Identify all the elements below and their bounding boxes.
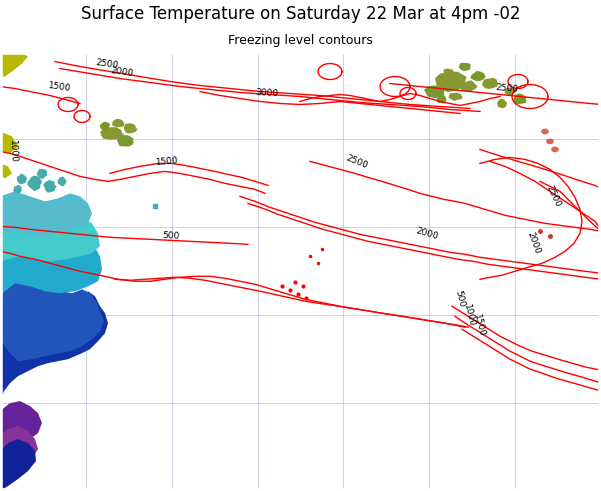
Polygon shape	[444, 69, 454, 75]
Polygon shape	[0, 164, 12, 178]
Polygon shape	[424, 85, 445, 98]
Text: 2000: 2000	[525, 231, 542, 255]
Text: 1000: 1000	[8, 140, 18, 164]
Polygon shape	[542, 129, 549, 135]
Polygon shape	[43, 180, 56, 192]
Polygon shape	[546, 138, 554, 144]
Polygon shape	[4, 201, 22, 216]
Text: 500: 500	[162, 231, 180, 241]
Polygon shape	[471, 71, 486, 82]
Text: Surface Temperature on Saturday 22 Mar at 4pm -02: Surface Temperature on Saturday 22 Mar a…	[81, 5, 520, 24]
Polygon shape	[2, 208, 18, 221]
Polygon shape	[0, 239, 102, 296]
Polygon shape	[13, 185, 22, 194]
Polygon shape	[124, 123, 138, 134]
Polygon shape	[0, 132, 18, 153]
Polygon shape	[100, 127, 124, 140]
Text: 2000: 2000	[110, 66, 134, 79]
Polygon shape	[505, 88, 516, 96]
Polygon shape	[0, 266, 108, 491]
Text: 1500: 1500	[472, 314, 486, 338]
Polygon shape	[0, 206, 14, 223]
Polygon shape	[0, 52, 28, 77]
Polygon shape	[0, 401, 42, 491]
Text: 2500: 2500	[545, 184, 563, 208]
Text: 2500: 2500	[495, 82, 519, 93]
Text: 1000: 1000	[462, 304, 477, 328]
Polygon shape	[100, 122, 110, 131]
Text: 1500: 1500	[155, 157, 178, 167]
Polygon shape	[0, 439, 36, 491]
Polygon shape	[497, 99, 507, 108]
Text: Freezing level contours: Freezing level contours	[228, 34, 373, 47]
Polygon shape	[513, 94, 526, 104]
Polygon shape	[0, 211, 100, 261]
Polygon shape	[58, 177, 67, 186]
Text: 2500: 2500	[95, 58, 119, 71]
Polygon shape	[482, 78, 498, 89]
Polygon shape	[112, 119, 125, 127]
Text: 3000: 3000	[255, 88, 278, 99]
Text: 2000: 2000	[415, 226, 439, 241]
Polygon shape	[551, 146, 559, 152]
Polygon shape	[0, 191, 92, 236]
Polygon shape	[0, 426, 38, 491]
Polygon shape	[27, 175, 42, 191]
Polygon shape	[0, 263, 104, 361]
Polygon shape	[37, 169, 47, 179]
Text: 500: 500	[453, 289, 466, 308]
Polygon shape	[17, 173, 27, 184]
Polygon shape	[117, 135, 134, 147]
Polygon shape	[460, 81, 478, 92]
Text: 1500: 1500	[48, 82, 72, 93]
Polygon shape	[436, 95, 447, 104]
Polygon shape	[435, 72, 466, 92]
Text: 2500: 2500	[345, 154, 370, 170]
Polygon shape	[448, 93, 463, 101]
Polygon shape	[459, 63, 471, 71]
Polygon shape	[0, 52, 10, 56]
